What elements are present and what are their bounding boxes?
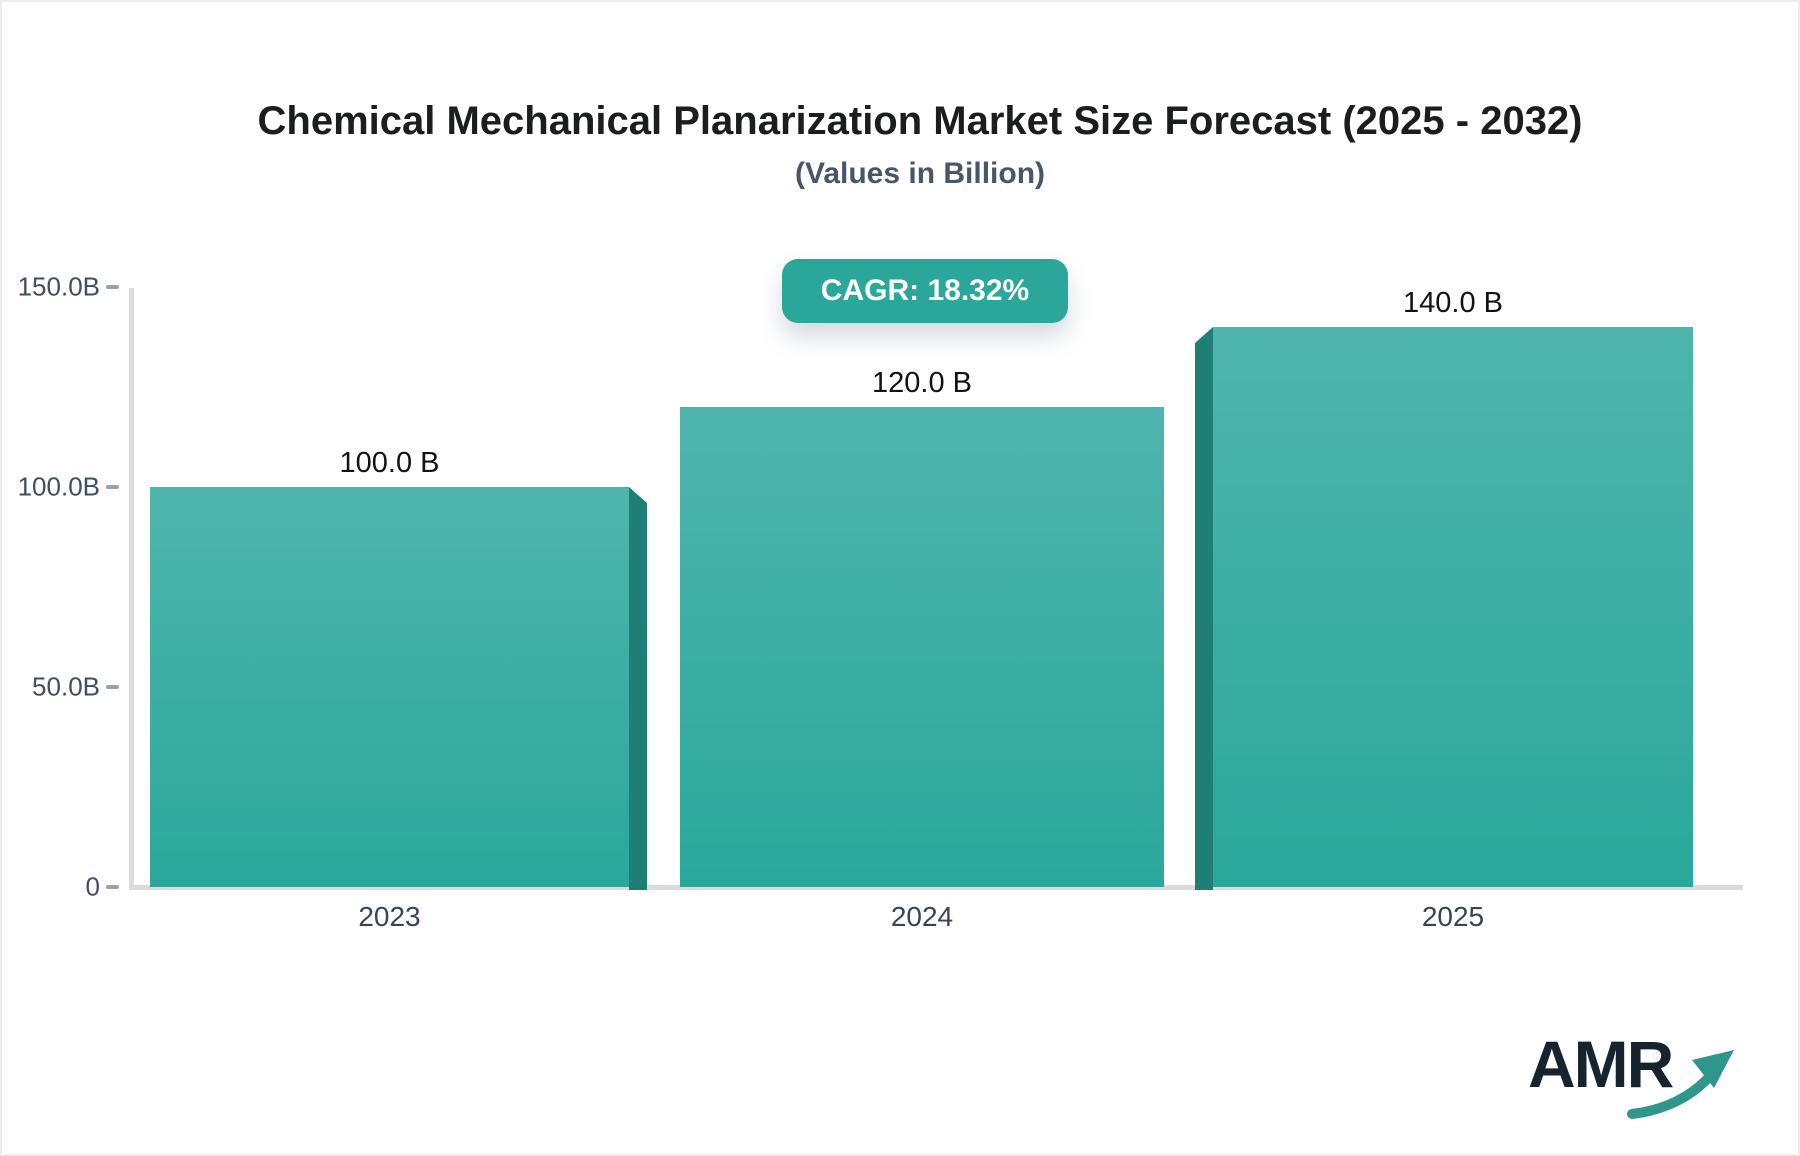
bar-3d-side <box>629 487 647 890</box>
y-tick-mark <box>106 685 119 689</box>
x-axis-label-2024: 2024 <box>890 901 954 932</box>
trend-arrow-icon <box>1627 1050 1734 1119</box>
bar-3d-side <box>1195 327 1213 890</box>
amr-logo-text: AMR <box>1528 1027 1674 1101</box>
chart-title: Chemical Mechanical Planarization Market… <box>257 99 1583 143</box>
y-axis-line <box>129 288 134 887</box>
x-axis-label-2025: 2025 <box>1421 901 1485 932</box>
bar-value-label: 100.0 B <box>339 447 440 479</box>
y-tick-mark <box>106 485 119 489</box>
amr-logo: AMR <box>1528 1026 1734 1126</box>
bar-2024[interactable] <box>680 407 1164 887</box>
bar-value-label: 120.0 B <box>872 367 972 399</box>
bar-2023[interactable] <box>150 487 629 887</box>
chart-subtitle: (Values in Billion) <box>794 157 1046 190</box>
y-tick-mark <box>106 885 119 889</box>
y-tick-mark <box>106 285 119 289</box>
y-tick-label: 100.0B <box>17 471 100 502</box>
cagr-badge: CAGR: 18.32% <box>782 259 1068 323</box>
y-tick-label: 150.0B <box>17 271 100 302</box>
y-tick-label: 0 <box>85 871 100 902</box>
x-axis-line <box>129 885 1743 890</box>
x-axis-label-2023: 2023 <box>358 901 421 932</box>
bar-2025[interactable] <box>1213 327 1693 887</box>
y-tick-label: 50.0B <box>32 671 100 702</box>
bar-value-label: 140.0 B <box>1403 287 1503 319</box>
